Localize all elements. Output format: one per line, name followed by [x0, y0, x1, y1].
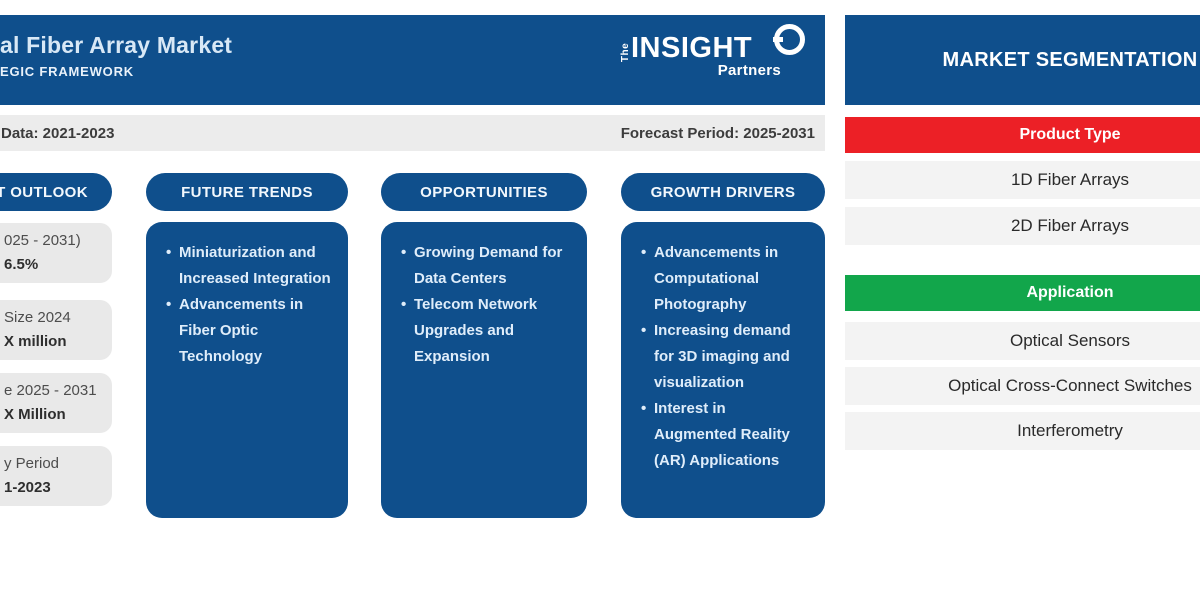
magnifier-link-bar-icon — [773, 37, 783, 42]
segment-row-optical-sensors: Optical Sensors — [845, 322, 1200, 360]
market-size-forecast-value: X Million — [4, 406, 66, 423]
market-outlook-header: T OUTLOOK — [0, 173, 112, 211]
market-segmentation-header: MARKET SEGMENTATION — [845, 15, 1200, 105]
market-size-2024-label: Size 2024 — [4, 309, 71, 326]
page-subtitle: EGIC FRAMEWORK — [0, 64, 134, 79]
future-trends-label: FUTURE TRENDS — [181, 183, 313, 201]
period-sub-bar: Data: 2021-2023 Forecast Period: 2025-20… — [0, 115, 825, 151]
product-type-bar: Product Type — [845, 117, 1200, 153]
logo-the-text: The — [620, 42, 632, 63]
list-item: Interest in Augmented Reality (AR) Appli… — [641, 396, 811, 474]
segment-label: Interferometry — [1017, 421, 1123, 440]
segment-label: Optical Sensors — [1010, 331, 1130, 350]
forecast-period-label: Forecast Period: 2025-2031 — [620, 124, 815, 142]
market-size-forecast-label: e 2025 - 2031 — [4, 382, 97, 399]
segment-label: 1D Fiber Arrays — [1010, 170, 1130, 189]
future-trends-list: Miniaturization and Increased Integratio… — [166, 240, 334, 370]
list-item: Growing Demand for Data Centers — [401, 240, 573, 292]
market-size-forecast-box: e 2025 - 2031 X Million — [0, 373, 112, 433]
study-period-value: 1-2023 — [4, 479, 51, 496]
segment-row-2d-fiber-arrays: 2D Fiber Arrays — [845, 207, 1200, 245]
logo-partners-text: Partners — [717, 62, 781, 79]
logo-insight-text: INSIGHT — [631, 32, 753, 64]
main-header-bar: al Fiber Array Market EGIC FRAMEWORK The… — [0, 15, 825, 105]
page-title: al Fiber Array Market — [0, 32, 233, 58]
list-item: Advancements in Computational Photograph… — [641, 240, 811, 318]
segment-label: 2D Fiber Arrays — [1010, 216, 1130, 235]
market-size-2024-value: X million — [4, 333, 67, 350]
market-segmentation-title: MARKET SEGMENTATION — [942, 48, 1198, 71]
growth-drivers-header: GROWTH DRIVERS — [621, 173, 825, 211]
application-label: Application — [1026, 284, 1114, 301]
cagr-period-text: 025 - 2031) — [4, 232, 81, 249]
growth-drivers-label: GROWTH DRIVERS — [650, 183, 796, 201]
market-size-2024-box: Size 2024 X million — [0, 300, 112, 360]
cagr-info-box: 025 - 2031) 6.5% — [0, 223, 112, 283]
application-bar: Application — [845, 275, 1200, 311]
study-period-box: y Period 1-2023 — [0, 446, 112, 506]
opportunities-box: Growing Demand for Data Centers Telecom … — [381, 222, 587, 518]
segment-row-optical-cross-connect-switches: Optical Cross-Connect Switches — [845, 367, 1200, 405]
historical-data-label: Data: 2021-2023 — [1, 124, 115, 142]
list-item: Advancements in Fiber Optic Technology — [166, 292, 334, 370]
insight-partners-logo: The INSIGHT Partners — [620, 24, 805, 89]
study-period-label: y Period — [4, 455, 60, 472]
opportunities-label: OPPORTUNITIES — [420, 183, 548, 201]
growth-drivers-box: Advancements in Computational Photograph… — [621, 222, 825, 518]
product-type-label: Product Type — [1019, 126, 1121, 143]
opportunities-list: Growing Demand for Data Centers Telecom … — [401, 240, 573, 370]
cagr-value-text: 6.5% — [4, 256, 39, 273]
segment-row-interferometry: Interferometry — [845, 412, 1200, 450]
segment-label: Optical Cross-Connect Switches — [948, 376, 1192, 395]
market-outlook-label: T OUTLOOK — [0, 183, 88, 201]
segment-row-1d-fiber-arrays: 1D Fiber Arrays — [845, 161, 1200, 199]
future-trends-header: FUTURE TRENDS — [146, 173, 348, 211]
list-item: Increasing demand for 3D imaging and vis… — [641, 318, 811, 396]
list-item: Telecom Network Upgrades and Expansion — [401, 292, 573, 370]
market-segmentation-panel: MARKET SEGMENTATION Product Type 1D Fibe… — [845, 15, 1200, 450]
list-item: Miniaturization and Increased Integratio… — [166, 240, 334, 292]
opportunities-header: OPPORTUNITIES — [381, 173, 587, 211]
growth-drivers-list: Advancements in Computational Photograph… — [641, 240, 811, 474]
future-trends-box: Miniaturization and Increased Integratio… — [146, 222, 348, 518]
title-block: al Fiber Array Market EGIC FRAMEWORK — [0, 32, 232, 79]
